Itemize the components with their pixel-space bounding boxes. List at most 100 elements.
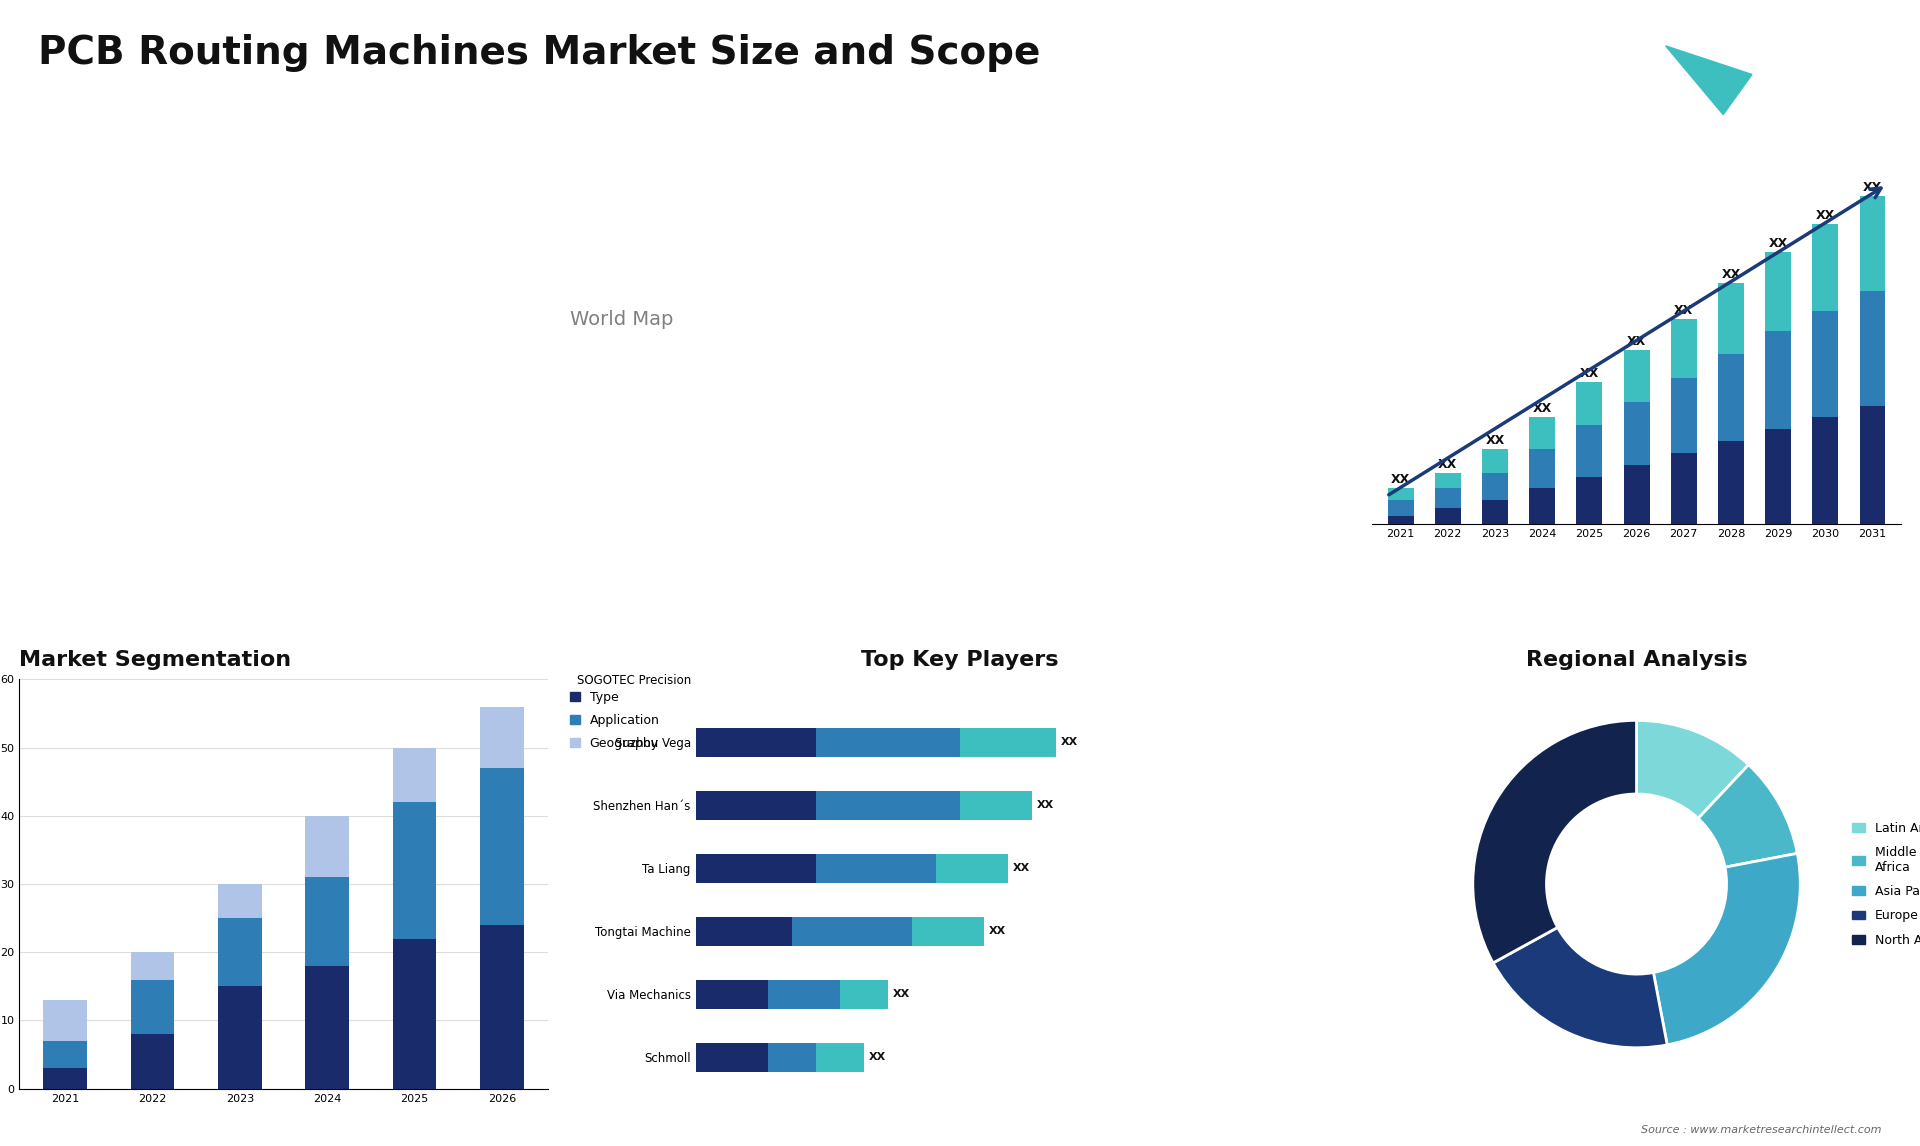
Text: PCB Routing Machines Market Size and Scope: PCB Routing Machines Market Size and Sco… xyxy=(38,34,1041,72)
Bar xyxy=(960,728,1056,756)
Bar xyxy=(1624,465,1649,524)
Bar xyxy=(1718,441,1743,524)
Bar xyxy=(1576,425,1603,477)
Bar xyxy=(935,854,1008,882)
Text: RESEARCH: RESEARCH xyxy=(1761,76,1818,85)
Bar xyxy=(1859,291,1885,406)
Bar xyxy=(816,791,960,819)
Text: XX: XX xyxy=(1580,367,1599,379)
Bar xyxy=(791,917,912,945)
Wedge shape xyxy=(1636,721,1749,818)
Text: XX: XX xyxy=(1816,209,1836,222)
Bar xyxy=(1812,417,1837,524)
Legend: Type, Application, Geography: Type, Application, Geography xyxy=(564,685,664,755)
Bar xyxy=(131,980,175,1034)
Bar xyxy=(1670,319,1697,378)
Bar xyxy=(1388,516,1413,524)
Bar xyxy=(44,1041,86,1068)
Text: XX: XX xyxy=(1626,336,1645,348)
Bar xyxy=(695,854,816,882)
Text: XX: XX xyxy=(1862,181,1882,195)
Bar xyxy=(695,791,816,819)
Bar xyxy=(1482,449,1507,472)
Bar xyxy=(219,987,261,1089)
Text: MARKET: MARKET xyxy=(1761,50,1807,60)
Text: XX: XX xyxy=(1532,402,1551,415)
Bar xyxy=(219,884,261,918)
Bar xyxy=(1812,225,1837,311)
Text: XX: XX xyxy=(1768,237,1788,250)
Polygon shape xyxy=(1609,46,1722,115)
Bar xyxy=(1764,430,1791,524)
Bar xyxy=(1388,488,1413,500)
Bar xyxy=(1624,401,1649,465)
Bar xyxy=(1764,330,1791,430)
Bar xyxy=(44,1068,86,1089)
Bar xyxy=(394,802,436,939)
Bar xyxy=(1576,477,1603,524)
Bar xyxy=(480,768,524,925)
Bar xyxy=(912,917,985,945)
Bar xyxy=(1859,196,1885,291)
Bar xyxy=(1764,252,1791,330)
Text: XX: XX xyxy=(868,1052,885,1062)
Text: XX: XX xyxy=(1722,268,1741,281)
Bar xyxy=(1624,351,1649,401)
Title: Top Key Players: Top Key Players xyxy=(862,650,1058,669)
Bar xyxy=(1434,508,1461,524)
Polygon shape xyxy=(1665,46,1751,115)
Bar xyxy=(1670,453,1697,524)
Bar xyxy=(305,966,349,1089)
Text: XX: XX xyxy=(1014,863,1031,873)
Bar xyxy=(1434,472,1461,488)
Wedge shape xyxy=(1494,927,1667,1047)
Text: XX: XX xyxy=(893,989,910,999)
Bar xyxy=(1528,488,1555,524)
Bar xyxy=(305,816,349,877)
Wedge shape xyxy=(1653,854,1801,1045)
Text: INTELLECT: INTELLECT xyxy=(1761,101,1818,110)
Bar xyxy=(1859,406,1885,524)
Legend: Latin America, Middle East &
Africa, Asia Pacific, Europe, North America: Latin America, Middle East & Africa, Asi… xyxy=(1847,817,1920,951)
Bar xyxy=(305,877,349,966)
Bar xyxy=(1482,472,1507,500)
Bar xyxy=(131,1034,175,1089)
Bar xyxy=(695,917,791,945)
Bar xyxy=(695,1043,768,1072)
Wedge shape xyxy=(1473,721,1636,963)
Text: XX: XX xyxy=(1674,304,1693,316)
Text: XX: XX xyxy=(1438,457,1457,471)
Bar xyxy=(816,728,960,756)
Bar xyxy=(1528,417,1555,449)
Wedge shape xyxy=(1697,764,1797,868)
Bar xyxy=(695,980,768,1008)
Bar xyxy=(1576,382,1603,425)
Bar xyxy=(394,747,436,802)
Bar xyxy=(1812,311,1837,417)
Bar xyxy=(1388,500,1413,516)
Bar xyxy=(1528,449,1555,488)
Bar xyxy=(480,707,524,768)
Bar xyxy=(1718,283,1743,354)
Bar xyxy=(1670,378,1697,453)
Title: Regional Analysis: Regional Analysis xyxy=(1526,650,1747,669)
Text: Source : www.marketresearchintellect.com: Source : www.marketresearchintellect.com xyxy=(1642,1124,1882,1135)
Bar xyxy=(219,918,261,987)
Bar xyxy=(839,980,887,1008)
Text: XX: XX xyxy=(1062,737,1079,747)
Bar xyxy=(394,939,436,1089)
Bar xyxy=(44,1000,86,1041)
Bar xyxy=(960,791,1033,819)
Text: XX: XX xyxy=(1037,800,1054,810)
Text: World Map: World Map xyxy=(570,309,674,329)
Bar xyxy=(816,1043,864,1072)
Bar xyxy=(480,925,524,1089)
Bar xyxy=(768,980,839,1008)
Bar xyxy=(1434,488,1461,508)
Text: XX: XX xyxy=(989,926,1006,936)
Text: XX: XX xyxy=(1486,434,1505,447)
Bar xyxy=(816,854,935,882)
Bar xyxy=(1718,354,1743,441)
Text: XX: XX xyxy=(1390,473,1409,486)
Bar xyxy=(768,1043,816,1072)
